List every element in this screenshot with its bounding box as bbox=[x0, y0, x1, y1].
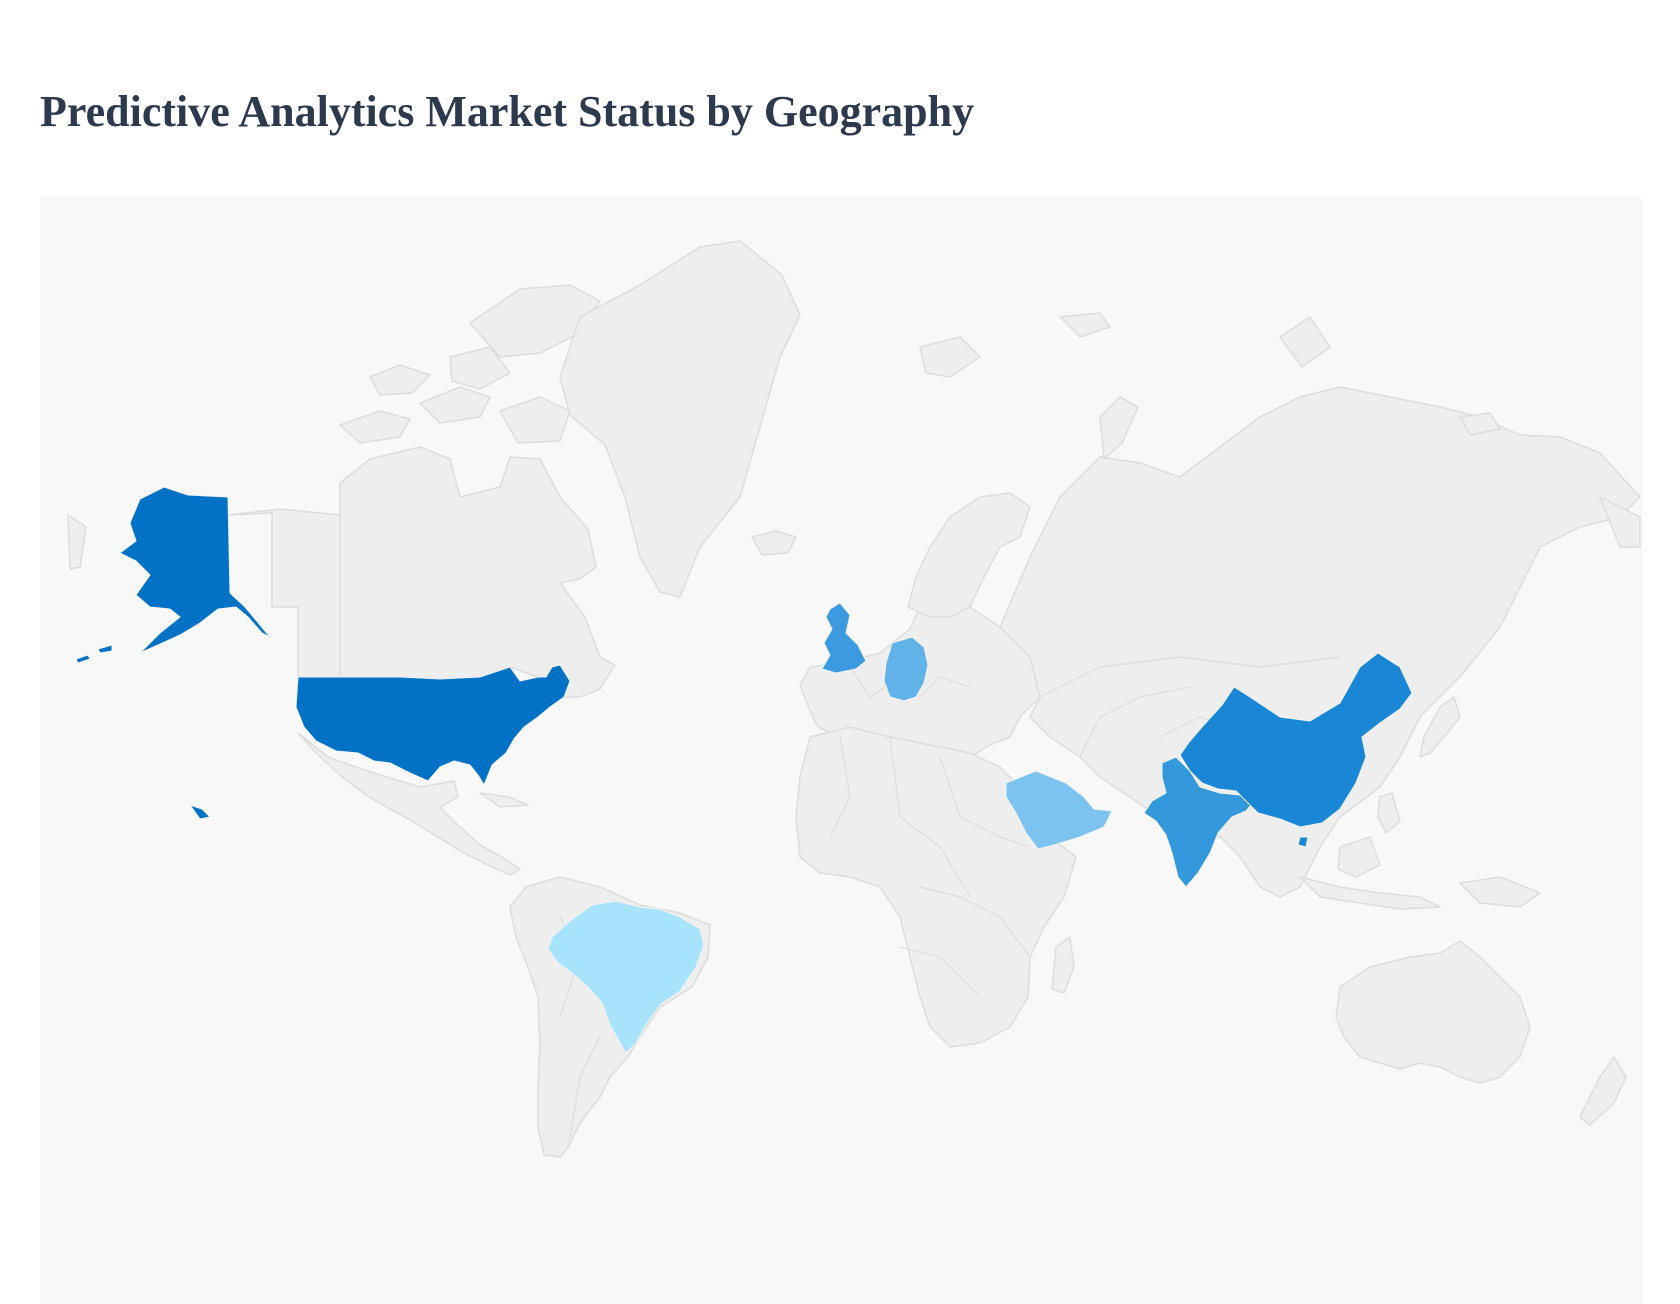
country-india[interactable] bbox=[1143, 756, 1255, 888]
world-map-svg bbox=[67, 240, 1641, 1158]
country-saudi-arabia[interactable] bbox=[1005, 770, 1113, 850]
country-brazil[interactable] bbox=[547, 900, 705, 1054]
chukotka[interactable] bbox=[1599, 496, 1641, 548]
scandinavia[interactable] bbox=[907, 492, 1031, 618]
country-borders bbox=[339, 515, 1341, 1138]
page-title: Predictive Analytics Market Status by Ge… bbox=[40, 87, 975, 136]
indonesia[interactable] bbox=[1299, 876, 1441, 910]
madagascar[interactable] bbox=[1051, 936, 1075, 994]
arctic-island-6[interactable] bbox=[499, 396, 571, 444]
country-china-hainan[interactable] bbox=[1297, 836, 1309, 848]
base-land bbox=[67, 240, 1641, 1158]
highlighted-countries bbox=[75, 486, 1413, 1054]
arctic-island-2[interactable] bbox=[419, 386, 491, 424]
arctic-island-5[interactable] bbox=[369, 364, 431, 396]
new-guinea[interactable] bbox=[1459, 876, 1541, 908]
canada[interactable] bbox=[227, 446, 616, 698]
severnaya-zemlya[interactable] bbox=[1279, 316, 1331, 368]
new-siberian-islands[interactable] bbox=[1459, 412, 1501, 436]
country-china[interactable] bbox=[1179, 652, 1413, 828]
greenland[interactable] bbox=[559, 240, 801, 598]
novaya-zemlya[interactable] bbox=[1099, 396, 1139, 460]
japan[interactable] bbox=[1419, 696, 1461, 758]
alaska-west-tip[interactable] bbox=[67, 514, 87, 570]
country-united-kingdom[interactable] bbox=[821, 602, 867, 674]
philippines[interactable] bbox=[1377, 792, 1401, 834]
country-usa-hawaii[interactable] bbox=[189, 804, 211, 820]
country-usa-aleutians-2[interactable] bbox=[97, 644, 113, 654]
franz-josef-land[interactable] bbox=[1059, 312, 1111, 338]
country-usa[interactable] bbox=[295, 664, 571, 786]
country-usa-aleutians[interactable] bbox=[75, 654, 91, 664]
iceland[interactable] bbox=[751, 530, 797, 556]
cuba[interactable] bbox=[479, 792, 529, 808]
australia[interactable] bbox=[1335, 940, 1531, 1084]
asia[interactable] bbox=[999, 386, 1641, 898]
country-usa-alaska[interactable] bbox=[119, 486, 271, 654]
svalbard[interactable] bbox=[919, 336, 981, 378]
borneo[interactable] bbox=[1337, 836, 1381, 878]
africa[interactable] bbox=[795, 726, 1077, 1048]
country-germany[interactable] bbox=[883, 636, 929, 702]
mexico[interactable] bbox=[297, 732, 521, 876]
world-map[interactable] bbox=[40, 197, 1643, 1304]
new-zealand[interactable] bbox=[1579, 1056, 1627, 1126]
arctic-island-1[interactable] bbox=[339, 410, 411, 444]
arctic-island-4[interactable] bbox=[449, 346, 511, 390]
